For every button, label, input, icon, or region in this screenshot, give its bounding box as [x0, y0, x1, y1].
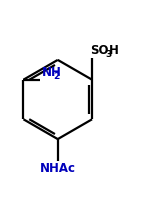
Text: 2: 2 — [53, 72, 59, 81]
Text: H: H — [109, 44, 119, 58]
Text: SO: SO — [90, 44, 109, 58]
Text: NHAc: NHAc — [40, 162, 76, 175]
Text: NH: NH — [42, 66, 62, 79]
Text: 3: 3 — [106, 50, 112, 60]
